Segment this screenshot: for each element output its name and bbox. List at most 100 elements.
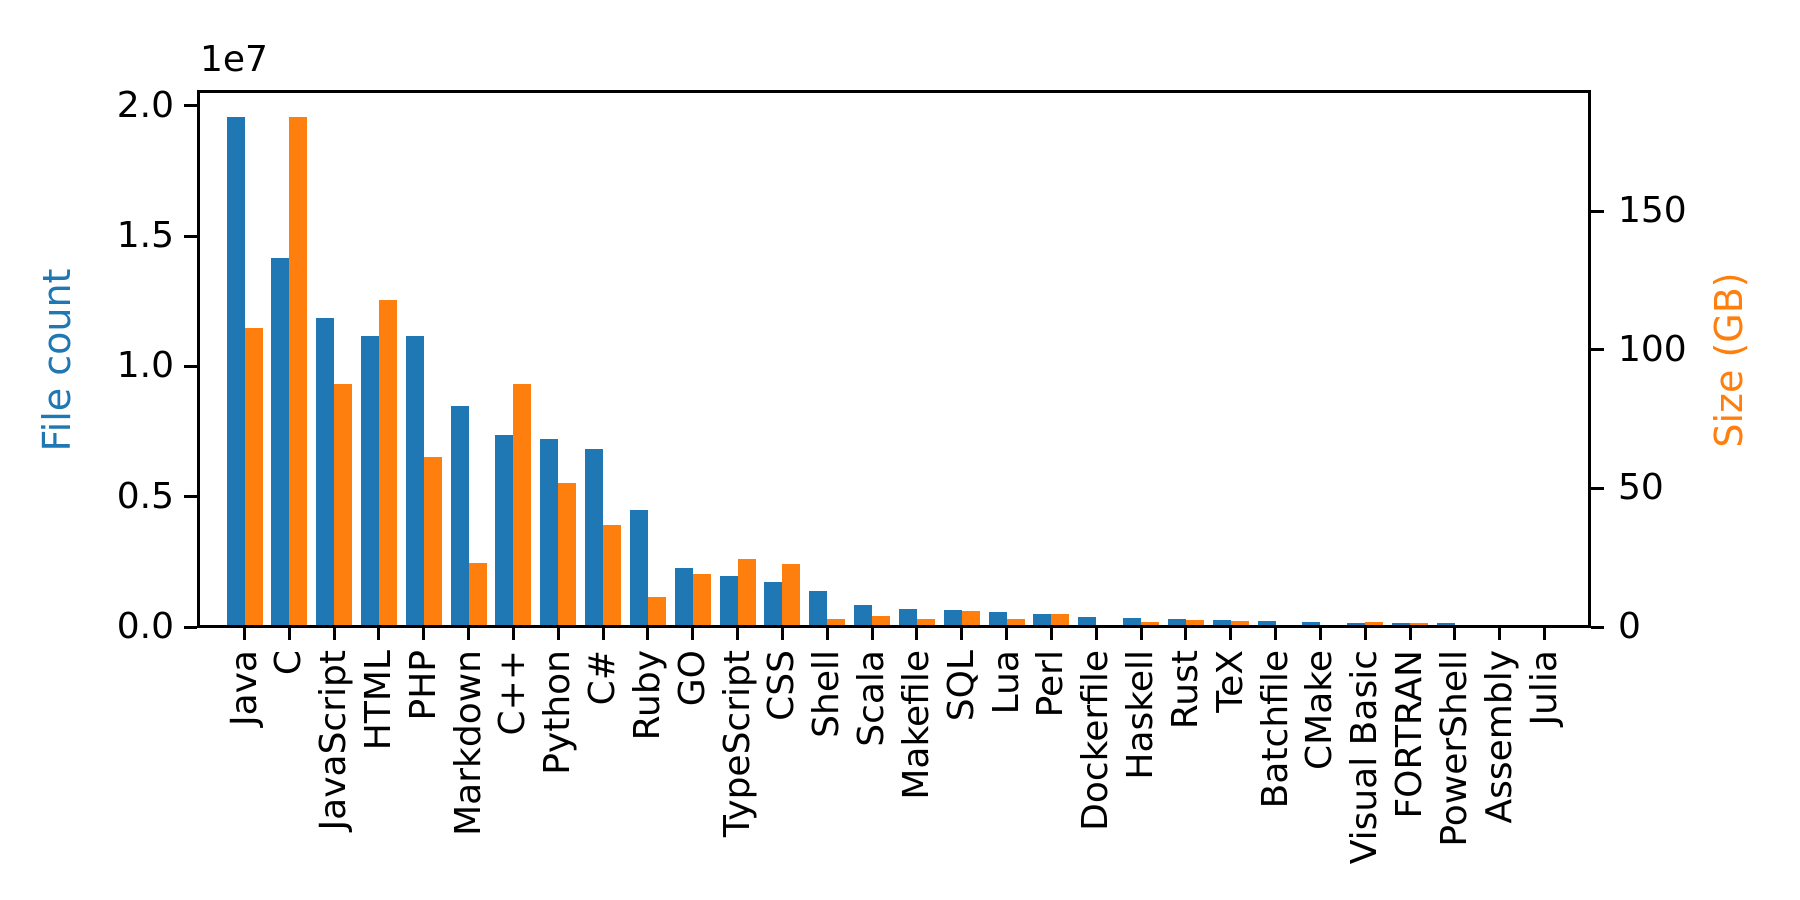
bar-size-gb xyxy=(1006,619,1025,627)
right-y-tick-mark xyxy=(1591,486,1604,490)
x-tick-label: SQL xyxy=(940,650,982,722)
x-tick-mark xyxy=(870,628,874,640)
bar-size-gb xyxy=(244,328,263,627)
x-tick-label: Java xyxy=(223,650,265,727)
x-tick-label: CSS xyxy=(761,650,803,721)
bar-file-count xyxy=(316,318,335,627)
bar-size-gb xyxy=(737,558,756,627)
x-tick-label: Scala xyxy=(851,650,893,747)
bar-size-gb xyxy=(827,618,846,627)
bar-file-count xyxy=(1257,620,1276,627)
x-tick-mark xyxy=(1408,628,1412,640)
bar-file-count xyxy=(540,438,559,627)
bar-size-gb xyxy=(468,563,487,627)
right-y-tick-label: 100 xyxy=(1618,329,1687,371)
bar-file-count xyxy=(1123,618,1142,627)
x-tick-label: Ruby xyxy=(626,650,668,741)
x-tick-label: TeX xyxy=(1209,650,1251,713)
bar-file-count xyxy=(854,605,873,627)
x-tick-label: Assembly xyxy=(1478,650,1520,824)
bar-size-gb xyxy=(1365,621,1384,627)
x-tick-label: GO xyxy=(671,650,713,707)
right-y-tick-label: 0 xyxy=(1618,606,1641,648)
left-y-tick-mark xyxy=(184,495,197,499)
axis-spine-bottom xyxy=(197,625,1591,628)
x-tick-label: TypeScript xyxy=(716,650,758,838)
x-tick-mark xyxy=(556,628,560,640)
x-tick-label: PHP xyxy=(402,650,444,721)
bar-file-count xyxy=(1033,614,1052,627)
x-tick-mark xyxy=(1229,628,1233,640)
x-tick-mark xyxy=(1318,628,1322,640)
bar-size-gb xyxy=(334,383,353,627)
left-y-tick-label: 1.0 xyxy=(116,345,174,387)
y-axis-offset-text: 1e7 xyxy=(200,39,268,80)
right-y-axis-label: Size (GB) xyxy=(1707,272,1751,448)
bar-file-count xyxy=(674,567,693,627)
plot-area xyxy=(199,92,1589,627)
bar-file-count xyxy=(943,609,962,627)
bar-file-count xyxy=(629,510,648,627)
left-y-tick-mark xyxy=(184,364,197,368)
x-tick-mark xyxy=(646,628,650,640)
x-tick-label: Haskell xyxy=(1120,650,1162,780)
x-tick-mark xyxy=(1094,628,1098,640)
bar-size-gb xyxy=(289,117,308,627)
x-tick-label: Perl xyxy=(1030,650,1072,718)
right-y-tick-mark xyxy=(1591,625,1604,629)
left-y-tick-mark xyxy=(184,104,197,108)
x-tick-label: Lua xyxy=(985,650,1027,715)
x-tick-mark xyxy=(1274,628,1278,640)
bar-size-gb xyxy=(1051,613,1070,627)
bar-size-gb xyxy=(1141,621,1160,627)
bar-size-gb xyxy=(1185,619,1204,627)
bar-size-gb xyxy=(961,611,980,627)
bar-file-count xyxy=(495,434,514,627)
right-y-tick-mark xyxy=(1591,209,1604,213)
axis-spine-right xyxy=(1588,90,1591,628)
bar-file-count xyxy=(898,609,917,627)
bar-file-count xyxy=(719,576,738,627)
x-tick-label: Shell xyxy=(806,650,848,738)
x-tick-mark xyxy=(332,628,336,640)
bar-file-count xyxy=(1347,622,1366,627)
bar-size-gb xyxy=(692,573,711,627)
x-tick-label: CMake xyxy=(1299,650,1341,770)
x-tick-label: Julia xyxy=(1523,650,1565,726)
bar-file-count xyxy=(1302,622,1321,627)
axis-spine-left xyxy=(197,90,200,628)
x-tick-mark xyxy=(825,628,829,640)
x-tick-mark xyxy=(1363,628,1367,640)
x-tick-label: Rust xyxy=(1164,650,1206,730)
x-tick-label: Makefile xyxy=(895,650,937,800)
x-tick-mark xyxy=(1049,628,1053,640)
bar-size-gb xyxy=(513,383,532,627)
x-tick-mark xyxy=(780,628,784,640)
x-tick-mark xyxy=(243,628,246,640)
left-y-tick-mark xyxy=(184,625,197,629)
x-tick-label: Dockerfile xyxy=(1075,650,1117,831)
bar-file-count xyxy=(360,335,379,627)
left-y-tick-mark xyxy=(184,234,197,238)
x-tick-label: PowerShell xyxy=(1433,650,1475,847)
x-tick-mark xyxy=(467,628,471,640)
bar-size-gb xyxy=(378,299,397,627)
left-y-tick-label: 0.0 xyxy=(116,606,174,648)
bar-file-count xyxy=(1167,618,1186,627)
x-tick-label: C# xyxy=(582,650,624,706)
bar-file-count xyxy=(764,581,783,627)
x-tick-mark xyxy=(1005,628,1009,640)
x-tick-label: HTML xyxy=(357,650,399,751)
left-y-tick-label: 2.0 xyxy=(116,84,174,126)
x-tick-mark xyxy=(511,628,515,640)
bar-size-gb xyxy=(647,596,666,627)
bar-size-gb xyxy=(916,618,935,627)
left-y-tick-label: 1.5 xyxy=(116,215,174,257)
x-tick-label: Markdown xyxy=(447,650,489,836)
bar-file-count xyxy=(450,406,469,627)
bar-file-count xyxy=(271,258,290,627)
bar-file-count xyxy=(809,590,828,627)
x-tick-mark xyxy=(960,628,964,640)
bar-size-gb xyxy=(782,564,801,627)
